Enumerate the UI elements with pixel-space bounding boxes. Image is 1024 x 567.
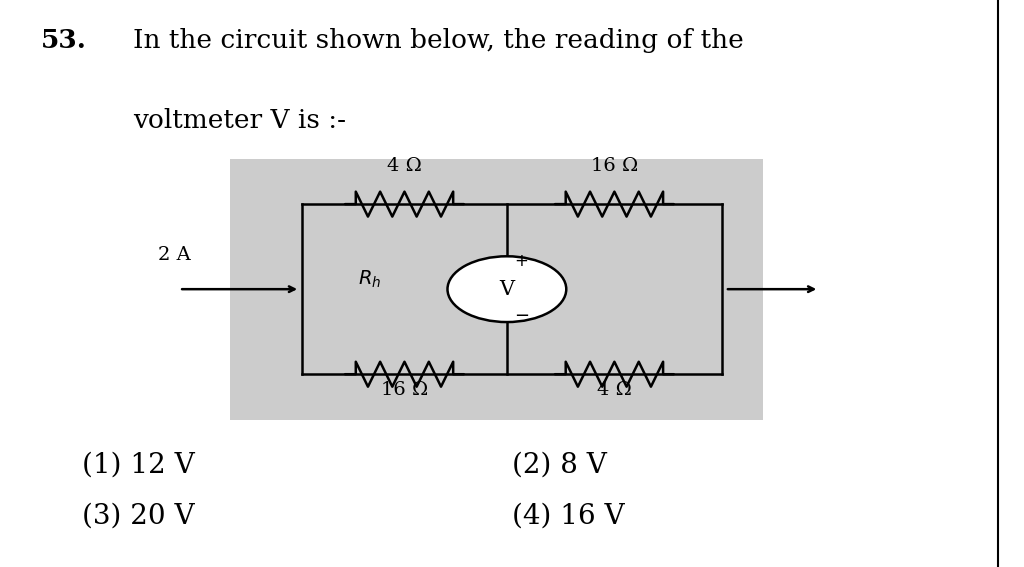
Text: 4 Ω: 4 Ω xyxy=(387,156,422,175)
Text: +: + xyxy=(514,252,528,270)
Text: 16 Ω: 16 Ω xyxy=(591,156,638,175)
Text: (3) 20 V: (3) 20 V xyxy=(82,502,195,530)
Text: V: V xyxy=(500,280,514,299)
Text: −: − xyxy=(514,307,528,325)
Text: 2 A: 2 A xyxy=(158,246,190,264)
Bar xyxy=(230,159,763,420)
Text: voltmeter V is :-: voltmeter V is :- xyxy=(133,108,346,133)
Circle shape xyxy=(447,256,566,322)
Text: (2) 8 V: (2) 8 V xyxy=(512,451,607,479)
Text: 4 Ω: 4 Ω xyxy=(597,381,632,399)
Text: (4) 16 V: (4) 16 V xyxy=(512,502,625,530)
Text: In the circuit shown below, the reading of the: In the circuit shown below, the reading … xyxy=(133,28,743,53)
Text: 16 Ω: 16 Ω xyxy=(381,381,428,399)
Text: (1) 12 V: (1) 12 V xyxy=(82,451,195,479)
Text: 53.: 53. xyxy=(41,28,87,53)
Text: $R_h$: $R_h$ xyxy=(358,268,382,290)
